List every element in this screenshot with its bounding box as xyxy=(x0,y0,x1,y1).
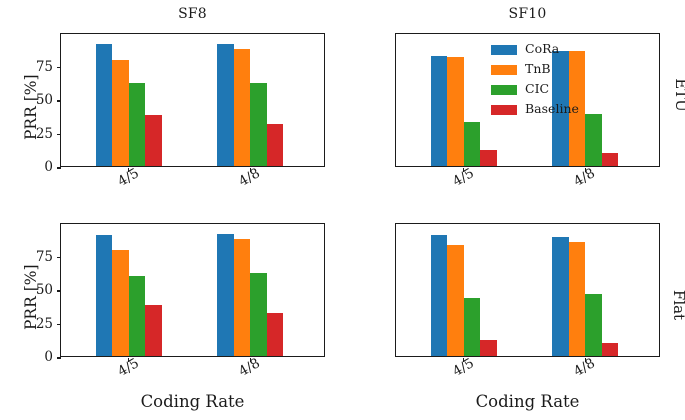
subplot-sf8-flat: 0 25 50 75 4/5 4/8 xyxy=(36,223,325,380)
y-tick-mark xyxy=(57,100,61,102)
y-tick-mark xyxy=(57,256,61,259)
bar-baseline-4-5 xyxy=(145,305,162,356)
bar-baseline-4-5 xyxy=(480,339,497,356)
bar-baseline-4-8 xyxy=(601,342,619,356)
bar-tnb-4-5 xyxy=(112,60,129,166)
bar-baseline-4-8 xyxy=(266,313,284,356)
row-label-etu: ETU xyxy=(671,78,685,112)
x-tick-label: 4/5 xyxy=(114,165,142,190)
legend-swatch-icon xyxy=(491,65,517,75)
x-axis-label-right: Coding Rate xyxy=(475,392,580,411)
legend-swatch-icon xyxy=(491,45,517,55)
bar-cic-4-8 xyxy=(250,272,267,356)
legend-label: Baseline xyxy=(525,101,579,116)
bar-cic-4-5 xyxy=(463,298,481,356)
panel-title-sf10-top: SF10 xyxy=(508,6,547,22)
bar-cora-4-5 xyxy=(430,235,448,356)
y-tick-label: 0 xyxy=(44,349,53,365)
bar-cora-4-5 xyxy=(95,235,113,356)
bar-cic-4-8 xyxy=(585,113,602,166)
panel-title-sf8-top: SF8 xyxy=(178,6,207,22)
x-tick-mark xyxy=(249,168,252,172)
legend-label: TnB xyxy=(525,61,551,76)
y-tick-mark xyxy=(57,167,61,169)
y-tick-label: 25 xyxy=(35,125,53,142)
legend-swatch-icon xyxy=(491,105,517,115)
bar-baseline-4-5 xyxy=(145,115,162,166)
x-axis-label-left: Coding Rate xyxy=(140,392,245,411)
y-tick-mark xyxy=(57,290,61,292)
bar-cic-4-8 xyxy=(250,82,267,166)
y-tick-label: 75 xyxy=(35,248,53,265)
legend-swatch-icon xyxy=(491,85,517,95)
x-tick-label: 4/8 xyxy=(571,165,599,190)
subplot-sf10-flat: 4/5 4/8 xyxy=(395,223,660,380)
bar-tnb-4-5 xyxy=(447,244,464,356)
x-tick-label: 4/5 xyxy=(449,165,477,190)
y-tick-mark xyxy=(57,323,61,326)
bar-tnb-4-8 xyxy=(233,49,251,166)
bar-baseline-4-8 xyxy=(601,152,619,166)
x-tick-mark xyxy=(249,358,252,362)
x-tick-mark xyxy=(584,358,587,362)
x-tick-mark xyxy=(462,168,465,172)
x-tick-label: 4/8 xyxy=(571,355,599,380)
y-tick-label: 25 xyxy=(35,315,53,332)
x-tick-mark xyxy=(462,358,465,362)
bar-cora-4-8 xyxy=(552,236,569,356)
subplot-sf8-etu: 0 25 50 75 4/5 4/8 xyxy=(36,33,325,190)
bar-tnb-4-5 xyxy=(447,57,464,166)
y-tick-mark xyxy=(57,357,61,359)
legend-label: CIC xyxy=(525,81,550,96)
x-tick-label: 4/8 xyxy=(236,355,264,380)
y-tick-label: 50 xyxy=(35,92,53,108)
bar-tnb-4-5 xyxy=(112,250,129,356)
x-tick-mark xyxy=(584,168,587,172)
bar-cora-4-5 xyxy=(95,44,113,166)
bar-cic-4-5 xyxy=(463,121,481,166)
bar-tnb-4-8 xyxy=(568,242,586,356)
bar-baseline-4-5 xyxy=(480,149,497,166)
bar-cic-4-5 xyxy=(128,275,146,356)
y-tick-label: 50 xyxy=(35,282,53,298)
y-tick-mark xyxy=(57,133,61,136)
x-tick-mark xyxy=(127,168,130,172)
bar-cic-4-5 xyxy=(128,82,146,166)
legend-label: CoRa xyxy=(525,41,560,56)
bar-baseline-4-8 xyxy=(266,124,284,166)
bar-cora-4-8 xyxy=(552,50,569,166)
bar-tnb-4-8 xyxy=(568,50,586,166)
row-label-flat: Flat xyxy=(670,289,685,321)
x-tick-label: 4/5 xyxy=(449,355,477,380)
x-tick-label: 4/5 xyxy=(114,355,142,380)
bar-tnb-4-8 xyxy=(233,239,251,356)
bar-cora-4-8 xyxy=(217,234,234,356)
bar-cora-4-8 xyxy=(217,44,234,166)
bar-cora-4-5 xyxy=(430,56,448,166)
x-tick-label: 4/8 xyxy=(236,165,264,190)
x-tick-mark xyxy=(127,358,130,362)
bar-cic-4-8 xyxy=(585,294,602,356)
y-tick-label: 0 xyxy=(44,159,53,175)
y-tick-label: 75 xyxy=(35,58,53,75)
y-tick-mark xyxy=(57,66,61,69)
subplot-sf10-etu: 4/5 4/8 CoRa TnB CIC Baseline xyxy=(395,33,660,190)
